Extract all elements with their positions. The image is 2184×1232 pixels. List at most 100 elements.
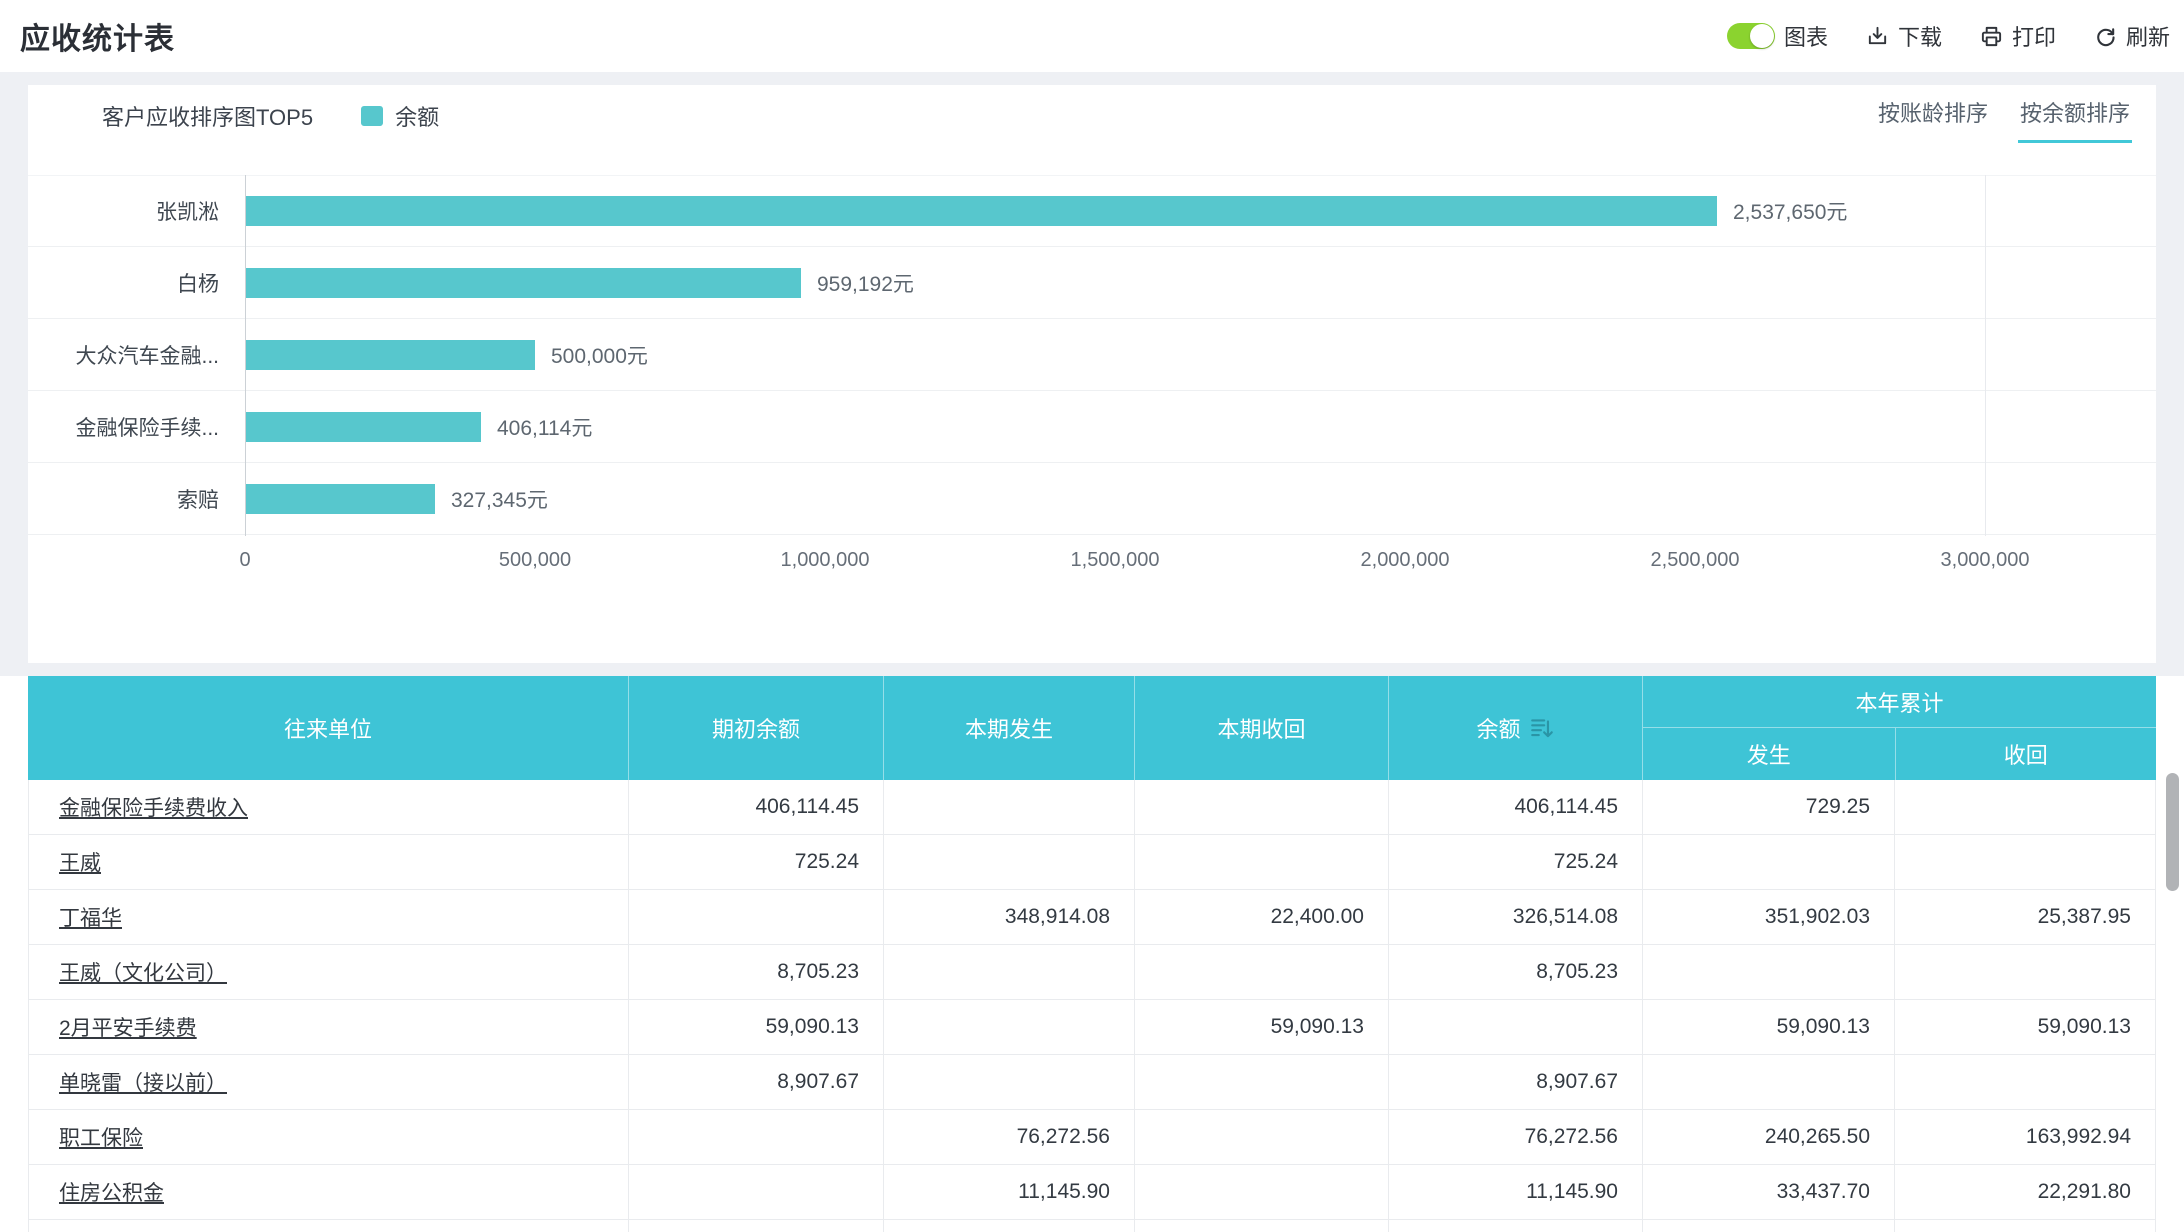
bar-balance[interactable] [245, 483, 435, 514]
print-icon [1981, 26, 2002, 46]
unit-name-cell: 2月平安手续费 [29, 1000, 628, 1054]
amount-cell [1388, 1000, 1642, 1054]
amount-cell: 59,090.13 [1894, 1000, 2155, 1054]
bar-category-label: 大众汽车金融... [75, 344, 219, 368]
unit-name-cell: 王威（文化公司） [29, 945, 628, 999]
print-button[interactable]: 打印 [1980, 20, 2056, 52]
page-title: 应收统计表 [20, 23, 175, 56]
chart-toggle-switch[interactable] [1726, 23, 1775, 49]
legend-swatch-balance [361, 106, 384, 126]
unit-name-link[interactable]: 职工保险 [59, 1127, 143, 1150]
tab-sort-by-aging[interactable]: 按账龄排序 [1877, 100, 1988, 126]
amount-cell: 11,145.90 [1388, 1165, 1642, 1219]
amount-cell [883, 945, 1134, 999]
table-row: 王威（文化公司） 8,705.23 8,705.23 [29, 945, 2155, 1000]
print-label: 打印 [2011, 25, 2056, 50]
amount-cell: 729.25 [1642, 780, 1894, 834]
tab-sort-by-balance[interactable]: 按余额排序 [2017, 90, 2132, 143]
header-current-received: 本期收回 [1134, 676, 1388, 780]
bar-balance[interactable] [245, 196, 1717, 226]
unit-name-link[interactable]: 单晓雷（接以前） [59, 1072, 227, 1095]
bar-balance[interactable] [245, 267, 801, 298]
bar-category-label: 白杨 [177, 272, 219, 296]
bar-value-label: 2,537,650元 [1733, 201, 1848, 224]
horizontal-bar-chart: 张凯淞 2,537,650元 白杨 959,192元 大众汽车金融... 500,000元… [28, 175, 2156, 595]
amount-cell: 59,090.13 [628, 1000, 883, 1054]
unit-name-link[interactable]: 丁福华 [59, 907, 122, 930]
amount-cell: 326,514.08 [1388, 890, 1642, 944]
bar-value-label: 959,192元 [817, 272, 914, 296]
amount-cell: 22,291.80 [1894, 1165, 2155, 1219]
unit-name-link[interactable]: 金融保险手续费收入 [59, 797, 248, 820]
header-balance-sortable[interactable]: 余额 [1388, 676, 1642, 780]
unit-name-cell: 金融保险手续费收入 [29, 780, 628, 834]
chart-sort-tabs: 按账龄排序 按余额排序 [1876, 90, 2140, 143]
chart-title: 客户应收排序图TOP5 [102, 105, 314, 130]
bar-balance[interactable] [245, 339, 535, 370]
table-section: 往来单位 期初余额 本期发生 本期收回 余额 本年累计 发生 收回 [0, 676, 2184, 1232]
amount-cell: 163,992.94 [1894, 1110, 2155, 1164]
chart-toggle-label: 图表 [1783, 25, 1828, 50]
chart-header: 客户应收排序图TOP5 余额 按账龄排序 按余额排序 [28, 85, 2156, 147]
amount-cell: 725.24 [628, 835, 883, 889]
table-row: 住房公积金 11,145.90 11,145.90 33,437.70 22,291.8… [29, 1165, 2155, 1220]
amount-cell: 22,400.00 [1134, 890, 1388, 944]
amount-cell: 8,907.67 [628, 1055, 883, 1109]
amount-cell [1894, 835, 2155, 889]
header-current-incurred: 本期发生 [883, 676, 1134, 780]
unit-name-link[interactable]: 住房公积金 [59, 1182, 164, 1205]
table-row: 丁福华 348,914.08 22,400.00 326,514.08 351,902.… [29, 890, 2155, 945]
header-ytd-title: 本年累计 [1643, 676, 2156, 728]
table-row: 单晓雷（接以前） 8,907.67 8,907.67 [29, 1055, 2155, 1110]
amount-cell [1388, 1220, 1642, 1232]
x-axis-tick: 1,000,000 [780, 549, 870, 571]
amount-cell [1642, 945, 1894, 999]
header-ytd-group: 本年累计 发生 收回 [1642, 676, 2156, 780]
amount-cell: 59,090.13 [1642, 1000, 1894, 1054]
chart-bar-row: 金融保险手续... 406,114元 [28, 391, 2156, 463]
download-button[interactable]: 下载 [1866, 20, 1942, 52]
amount-cell [1894, 1220, 2155, 1232]
download-label: 下载 [1897, 25, 1942, 50]
amount-cell [1642, 1055, 1894, 1109]
header-ytd-incurred: 发生 [1746, 743, 1791, 768]
table-row: 2月平安手续费 59,090.13 59,090.13 59,090.13 59,090… [29, 1000, 2155, 1055]
unit-name-link[interactable]: 王威（文化公司） [59, 962, 227, 985]
amount-cell: 76,272.56 [1388, 1110, 1642, 1164]
amount-cell [883, 1000, 1134, 1054]
amount-cell [628, 1110, 883, 1164]
amount-cell: 8,705.23 [1388, 945, 1642, 999]
x-axis-tick: 1,500,000 [1070, 549, 1160, 571]
vertical-scrollbar-thumb[interactable] [2166, 773, 2179, 891]
chart-legend: 余额 [361, 100, 439, 132]
header-balance-label: 余额 [1476, 717, 1521, 742]
amount-cell [628, 890, 883, 944]
amount-cell [628, 1165, 883, 1219]
unit-name-link[interactable]: 王威 [59, 852, 101, 875]
amount-cell [1894, 780, 2155, 834]
chart-card: 客户应收排序图TOP5 余额 按账龄排序 按余额排序 张凯淞 2,537,650元… [28, 85, 2156, 663]
chart-bar-row: 白杨 959,192元 [28, 247, 2156, 319]
unit-name-cell: 住房公积金 [29, 1165, 628, 1219]
amount-cell [628, 1220, 883, 1232]
table-row: 职工保险 76,272.56 76,272.56 240,265.50 163,992.… [29, 1110, 2155, 1165]
refresh-button[interactable]: 刷新 [2094, 20, 2170, 52]
sort-descending-icon[interactable] [1529, 715, 1555, 741]
bar-balance[interactable] [245, 411, 481, 442]
bar-category-label: 张凯淞 [156, 201, 219, 224]
bar-value-label: 406,114元 [497, 416, 593, 440]
unit-name-cell: 职工保险 [29, 1110, 628, 1164]
header-ytd-subrow: 发生 收回 [1643, 728, 2156, 780]
amount-cell: 240,265.50 [1642, 1110, 1894, 1164]
amount-cell [1134, 945, 1388, 999]
x-axis-tick: 2,000,000 [1360, 549, 1450, 571]
amount-cell: 725.24 [1388, 835, 1642, 889]
amount-cell [1134, 1110, 1388, 1164]
chart-toggle-group[interactable]: 图表 [1726, 20, 1828, 52]
amount-cell: 8,907.67 [1388, 1055, 1642, 1109]
amount-cell [1134, 1220, 1388, 1232]
amount-cell: 8,705.23 [628, 945, 883, 999]
unit-name-link[interactable]: 2月平安手续费 [59, 1017, 197, 1040]
legend-label: 余额 [395, 105, 440, 130]
